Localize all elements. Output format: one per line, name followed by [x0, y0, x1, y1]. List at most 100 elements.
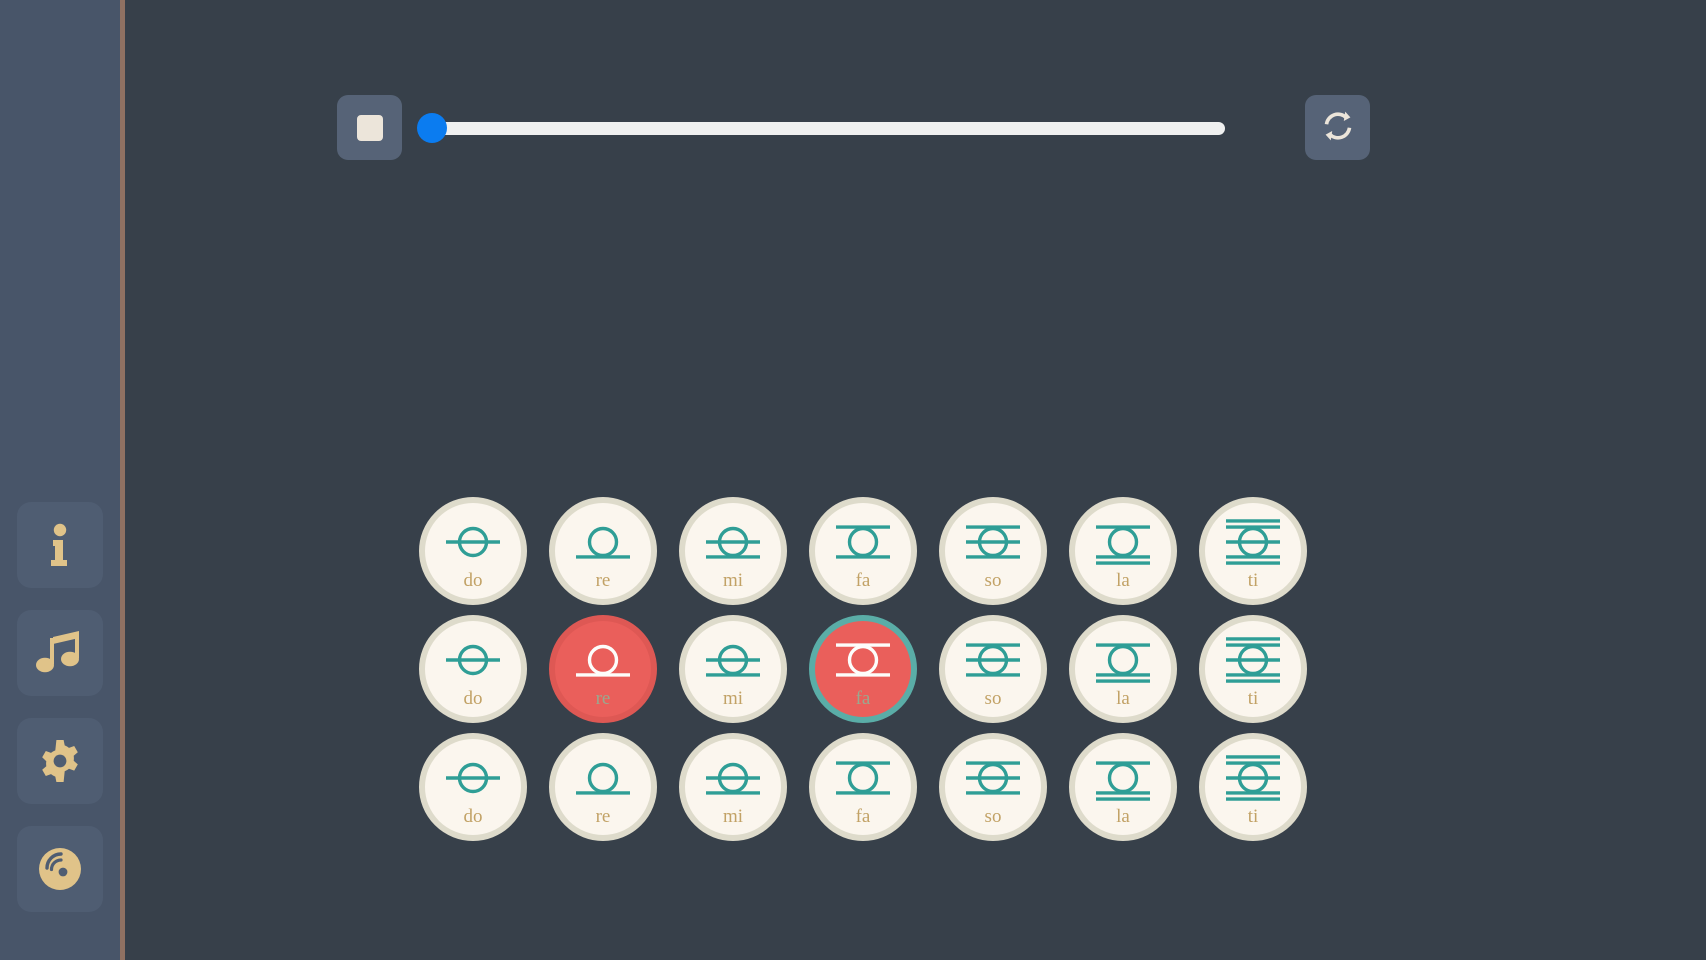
note-glyph-la	[1096, 643, 1150, 683]
note-cell: la	[1058, 497, 1188, 605]
note-label: re	[595, 688, 611, 709]
note-label: re	[595, 570, 611, 591]
note-glyph-so	[966, 761, 1020, 795]
note-cell: la	[1058, 615, 1188, 723]
note-glyph-ti	[1226, 755, 1280, 801]
note-glyph-la	[1096, 761, 1150, 801]
note-button-ti[interactable]: ti	[1199, 497, 1307, 605]
progress-slider[interactable]	[417, 110, 1225, 146]
note-glyph-so	[966, 525, 1020, 559]
note-label: ti	[1247, 570, 1259, 591]
note-button-ti[interactable]: ti	[1199, 615, 1307, 723]
note-label: fa	[855, 806, 871, 827]
note-cell: ti	[1188, 733, 1318, 841]
note-glyph-mi	[706, 644, 760, 677]
note-label: la	[1116, 688, 1130, 709]
note-button-la[interactable]: la	[1069, 733, 1177, 841]
note-cell: re	[538, 615, 668, 723]
note-button-ti[interactable]: ti	[1199, 733, 1307, 841]
note-glyph-re	[576, 644, 630, 677]
note-button-re[interactable]: re	[549, 497, 657, 605]
note-cell: mi	[668, 733, 798, 841]
note-button-do[interactable]: do	[419, 733, 527, 841]
slider-track[interactable]	[427, 121, 1225, 135]
note-glyph-do	[446, 526, 500, 558]
note-button-fa[interactable]: fa	[809, 733, 917, 841]
note-button-re[interactable]: re	[549, 733, 657, 841]
note-button-do[interactable]: do	[419, 615, 527, 723]
note-label: ti	[1247, 806, 1259, 827]
note-glyph-fa	[836, 525, 890, 559]
note-label: la	[1116, 806, 1130, 827]
note-cell: do	[408, 497, 538, 605]
sidebar-item-record[interactable]	[17, 826, 103, 912]
note-glyph-fa	[836, 761, 890, 795]
sidebar-item-settings[interactable]	[17, 718, 103, 804]
note-label: do	[463, 806, 483, 827]
note-cell: so	[928, 615, 1058, 723]
note-cell: fa	[798, 615, 928, 723]
note-button-mi[interactable]: mi	[679, 615, 787, 723]
note-label: fa	[855, 570, 871, 591]
note-button-so[interactable]: so	[939, 733, 1047, 841]
note-button-so[interactable]: so	[939, 615, 1047, 723]
note-label: do	[463, 570, 483, 591]
note-label: do	[463, 688, 483, 709]
stop-icon	[356, 114, 383, 141]
note-glyph-do	[446, 762, 500, 794]
note-label: so	[984, 806, 1002, 827]
note-glyph-do	[446, 644, 500, 676]
note-glyph-fa	[836, 643, 890, 677]
note-cell: so	[928, 733, 1058, 841]
note-row: do re mi fa so la ti	[408, 497, 1318, 605]
gear-icon	[38, 739, 82, 783]
slider-thumb[interactable]	[417, 113, 447, 143]
note-label: mi	[722, 806, 744, 827]
note-button-mi[interactable]: mi	[679, 733, 787, 841]
note-label: so	[984, 570, 1002, 591]
record-disc-icon	[37, 846, 83, 892]
note-button-mi[interactable]: mi	[679, 497, 787, 605]
note-cell: mi	[668, 615, 798, 723]
note-glyph-re	[576, 762, 630, 795]
note-button-fa[interactable]: fa	[809, 615, 917, 723]
sidebar-item-info[interactable]	[17, 502, 103, 588]
note-label: so	[984, 688, 1002, 709]
info-icon	[40, 523, 80, 567]
note-cell: re	[538, 733, 668, 841]
note-label: fa	[855, 688, 871, 709]
note-label: mi	[722, 570, 744, 591]
note-cell: fa	[798, 733, 928, 841]
note-cell: so	[928, 497, 1058, 605]
note-button-do[interactable]: do	[419, 497, 527, 605]
note-glyph-ti	[1226, 637, 1280, 683]
sidebar	[0, 0, 125, 960]
note-button-so[interactable]: so	[939, 497, 1047, 605]
sidebar-item-music[interactable]	[17, 610, 103, 696]
note-button-la[interactable]: la	[1069, 615, 1177, 723]
note-button-fa[interactable]: fa	[809, 497, 917, 605]
note-glyph-re	[576, 526, 630, 559]
note-button-re[interactable]: re	[549, 615, 657, 723]
note-glyph-so	[966, 643, 1020, 677]
note-row: do re mi fa so la ti	[408, 615, 1318, 723]
note-button-la[interactable]: la	[1069, 497, 1177, 605]
note-glyph-ti	[1226, 519, 1280, 565]
stop-button[interactable]	[337, 95, 402, 160]
note-glyph-la	[1096, 525, 1150, 565]
note-cell: fa	[798, 497, 928, 605]
note-cell: mi	[668, 497, 798, 605]
top-toolbar	[125, 0, 1706, 240]
note-row: do re mi fa so la ti	[408, 733, 1318, 841]
note-cell: re	[538, 497, 668, 605]
note-cell: ti	[1188, 615, 1318, 723]
note-glyph-mi	[706, 526, 760, 559]
note-label: mi	[722, 688, 744, 709]
note-glyph-mi	[706, 762, 760, 795]
note-cell: do	[408, 733, 538, 841]
note-label: la	[1116, 570, 1130, 591]
note-cell: do	[408, 615, 538, 723]
refresh-icon	[1321, 109, 1355, 146]
refresh-button[interactable]	[1305, 95, 1370, 160]
music-note-icon	[36, 630, 84, 676]
